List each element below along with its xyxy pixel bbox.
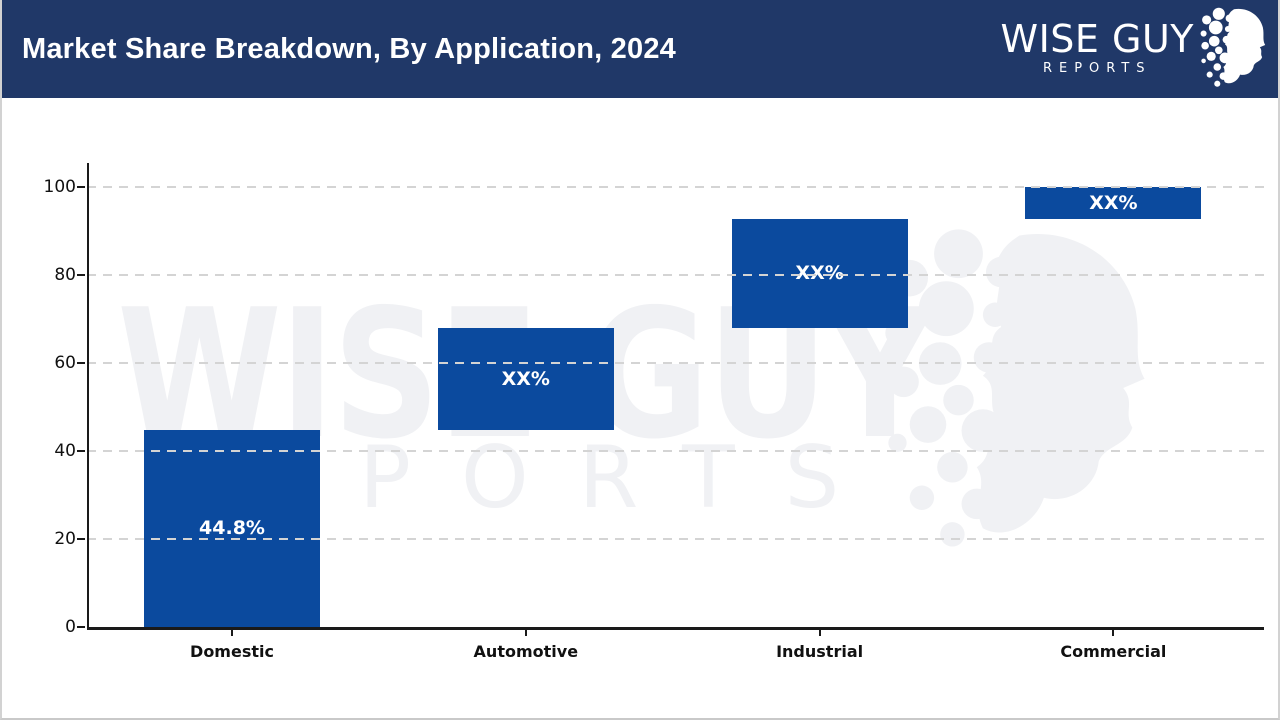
y-tick-label: 20 [54, 529, 76, 549]
y-axis-tick [77, 626, 85, 628]
y-tick-label: 40 [54, 441, 76, 461]
brand-wordmark: WISE GUY [1000, 17, 1194, 62]
bar-segment: 44.8% [144, 429, 320, 627]
brand-face-icon [1200, 7, 1266, 87]
gridline [87, 274, 1264, 276]
x-axis-tick [524, 627, 527, 636]
bar-value-label: XX% [501, 367, 550, 390]
x-tick-label: Commercial [1060, 642, 1167, 661]
x-tick-label: Automotive [473, 642, 579, 661]
y-axis-tick [77, 538, 85, 540]
y-tick-label: 80 [54, 265, 76, 285]
watermark-face-icon [885, 229, 1145, 547]
y-tick-label: 0 [65, 617, 76, 637]
x-tick-label: Domestic [190, 642, 274, 661]
bar-segment: XX% [1025, 187, 1202, 220]
gridline [87, 450, 1264, 452]
y-axis-spine [87, 163, 89, 627]
y-axis-tick [77, 186, 85, 188]
x-tick-label: Industrial [776, 642, 864, 661]
brand-logo: WISE GUY REPORTS [1001, 6, 1272, 90]
y-axis-tick [77, 450, 85, 452]
x-axis-tick [818, 627, 821, 636]
bar-value-label: 44.8% [199, 517, 265, 540]
gridline [87, 362, 1264, 364]
y-axis-tick [77, 274, 85, 276]
y-tick-label: 60 [54, 353, 76, 373]
chart-plot-area: WISE GUY REPORTS 0 20 40 60 80 100 44.8% Domest… [44, 163, 1264, 661]
brand-logo-text: WISE GUY REPORTS [1000, 17, 1194, 76]
bar-segment: XX% [731, 219, 908, 328]
chart-title: Market Share Breakdown, By Application, … [22, 32, 676, 65]
gridline [87, 538, 1264, 540]
header-banner: Market Share Breakdown, By Application, … [2, 0, 1278, 98]
bar-value-label: XX% [1089, 192, 1138, 215]
y-tick-label: 100 [43, 177, 76, 197]
brand-subtext: REPORTS [1042, 60, 1152, 76]
bar-segment: XX% [437, 327, 614, 430]
x-axis-tick [231, 627, 233, 636]
y-axis-tick [77, 362, 85, 364]
x-axis-tick [1112, 627, 1115, 636]
bar-value-label: XX% [795, 262, 844, 285]
gridline [87, 186, 1264, 188]
